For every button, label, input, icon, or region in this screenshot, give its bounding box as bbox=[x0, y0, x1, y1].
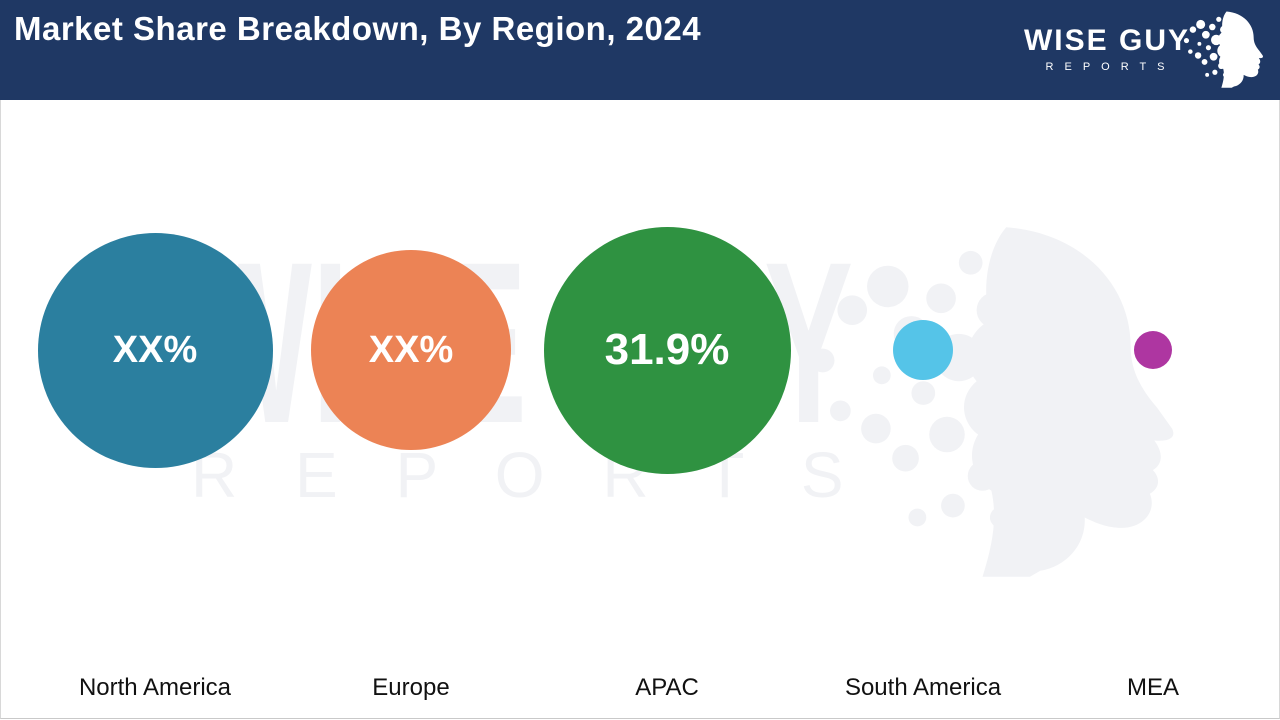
logo-name: WISE GUY bbox=[1023, 23, 1190, 57]
category-label-north-america: North America bbox=[78, 674, 232, 701]
category-label-mea: MEA bbox=[1126, 674, 1179, 701]
watermark-reports-text: R E P O R T S bbox=[191, 439, 864, 511]
logo-text: WISE GUY R E P O R T S bbox=[1023, 23, 1190, 73]
chart-area: WISE GUY R E P O R T S XX% XX% 31.9% North… bbox=[0, 100, 1280, 719]
bubble-north-america: XX% bbox=[37, 232, 273, 468]
category-label-apac: APAC bbox=[635, 674, 699, 701]
category-label-south-america: South America bbox=[844, 674, 1002, 701]
bubble-value-europe: XX% bbox=[368, 328, 454, 371]
page-title: Market Share Breakdown, By Region, 2024 bbox=[14, 10, 702, 47]
watermark-face-icon bbox=[810, 227, 1174, 577]
category-label-europe: Europe bbox=[372, 674, 450, 701]
bubble-value-north-america: XX% bbox=[112, 328, 198, 371]
bubble-europe: XX% bbox=[311, 250, 511, 450]
bubble-apac: 31.9% bbox=[543, 226, 791, 474]
header-bar: Market Share Breakdown, By Region, 2024 … bbox=[0, 0, 1280, 100]
bubble-mea bbox=[1134, 331, 1172, 369]
bubble-value-apac: 31.9% bbox=[604, 325, 730, 374]
logo-reports: R E P O R T S bbox=[1045, 60, 1169, 73]
wise-guy-logo: WISE GUY R E P O R T S bbox=[1024, 10, 1264, 88]
face-profile-icon bbox=[1183, 11, 1263, 88]
bubble-south-america bbox=[893, 320, 953, 380]
